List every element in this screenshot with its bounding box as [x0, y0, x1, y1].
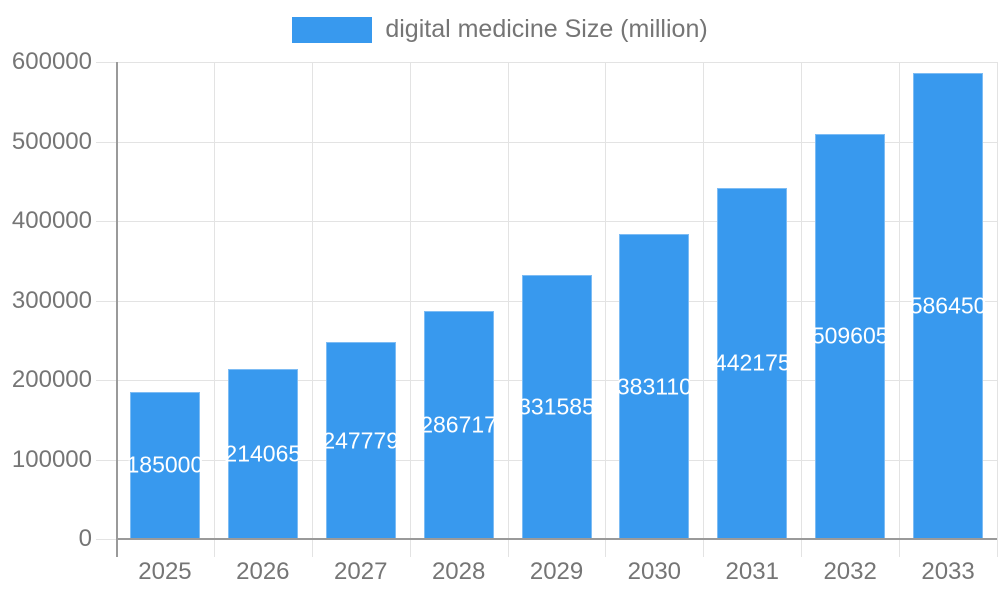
y-axis-tick-label: 0 — [78, 525, 92, 552]
bar[interactable]: 185000 — [127, 391, 203, 539]
bar-value-label: 442175 — [713, 349, 791, 376]
y-axis-tick-label: 100000 — [11, 445, 92, 473]
bar-value-label: 383110 — [616, 373, 692, 400]
legend-color-swatch — [292, 16, 373, 43]
bar-value-label: 331585 — [518, 393, 595, 420]
y-axis-tick-label: 500000 — [11, 127, 92, 155]
x-axis-tick-label: 2032 — [823, 558, 877, 585]
x-gridline — [997, 62, 998, 557]
x-axis-tick-label: 2033 — [921, 558, 975, 585]
bar[interactable]: 442175 — [714, 187, 791, 539]
bar[interactable]: 247779 — [322, 342, 399, 539]
bar-value-label: 286717 — [420, 411, 497, 438]
x-gridline — [801, 62, 803, 557]
x-gridline — [703, 62, 705, 557]
bar-value-label: 509605 — [811, 322, 889, 349]
x-gridline — [605, 62, 607, 557]
x-axis-tick-label: 2030 — [627, 558, 682, 585]
bar-value-label: 247779 — [322, 427, 400, 453]
x-axis-tick-label: 2025 — [138, 558, 192, 585]
x-axis-line — [116, 538, 997, 540]
y-gridline — [96, 141, 997, 143]
y-axis-tick-label: 200000 — [11, 366, 92, 393]
bar[interactable]: 286717 — [420, 311, 497, 539]
x-gridline — [507, 62, 509, 557]
y-gridline — [96, 221, 997, 222]
bar-value-label: 185000 — [126, 451, 204, 478]
plot-area: 185000 214065 247779 286717 331585 383110 4421… — [96, 62, 998, 557]
x-gridline — [213, 62, 215, 557]
chart-legend: digital medicine Size (million) — [0, 15, 1000, 44]
x-axis-tick-label: 2028 — [431, 558, 486, 585]
y-axis-tick-label: 300000 — [11, 286, 92, 314]
bar[interactable]: 586450 — [910, 72, 986, 539]
x-gridline — [311, 62, 313, 557]
x-axis-tick-label: 2029 — [529, 558, 584, 585]
x-axis-tick-label: 2027 — [334, 558, 388, 585]
legend-label: digital medicine Size (million) — [385, 15, 708, 43]
bar[interactable]: 331585 — [518, 275, 595, 539]
y-axis-line — [116, 62, 118, 557]
x-gridline — [899, 62, 901, 557]
legend-item[interactable]: digital medicine Size (million) — [292, 15, 708, 44]
y-axis-tick-label: 400000 — [11, 207, 92, 234]
bar-value-label: 586450 — [909, 292, 987, 319]
bar-value-label: 214065 — [224, 440, 302, 467]
y-gridline — [96, 62, 997, 63]
x-gridline — [409, 62, 411, 557]
x-axis-tick-label: 2026 — [236, 558, 290, 585]
bar[interactable]: 383110 — [616, 234, 692, 539]
bar[interactable]: 214065 — [224, 368, 301, 539]
y-axis-tick-label: 600000 — [11, 48, 92, 75]
x-axis-tick-label: 2031 — [725, 558, 779, 585]
bar[interactable]: 509605 — [812, 133, 889, 539]
